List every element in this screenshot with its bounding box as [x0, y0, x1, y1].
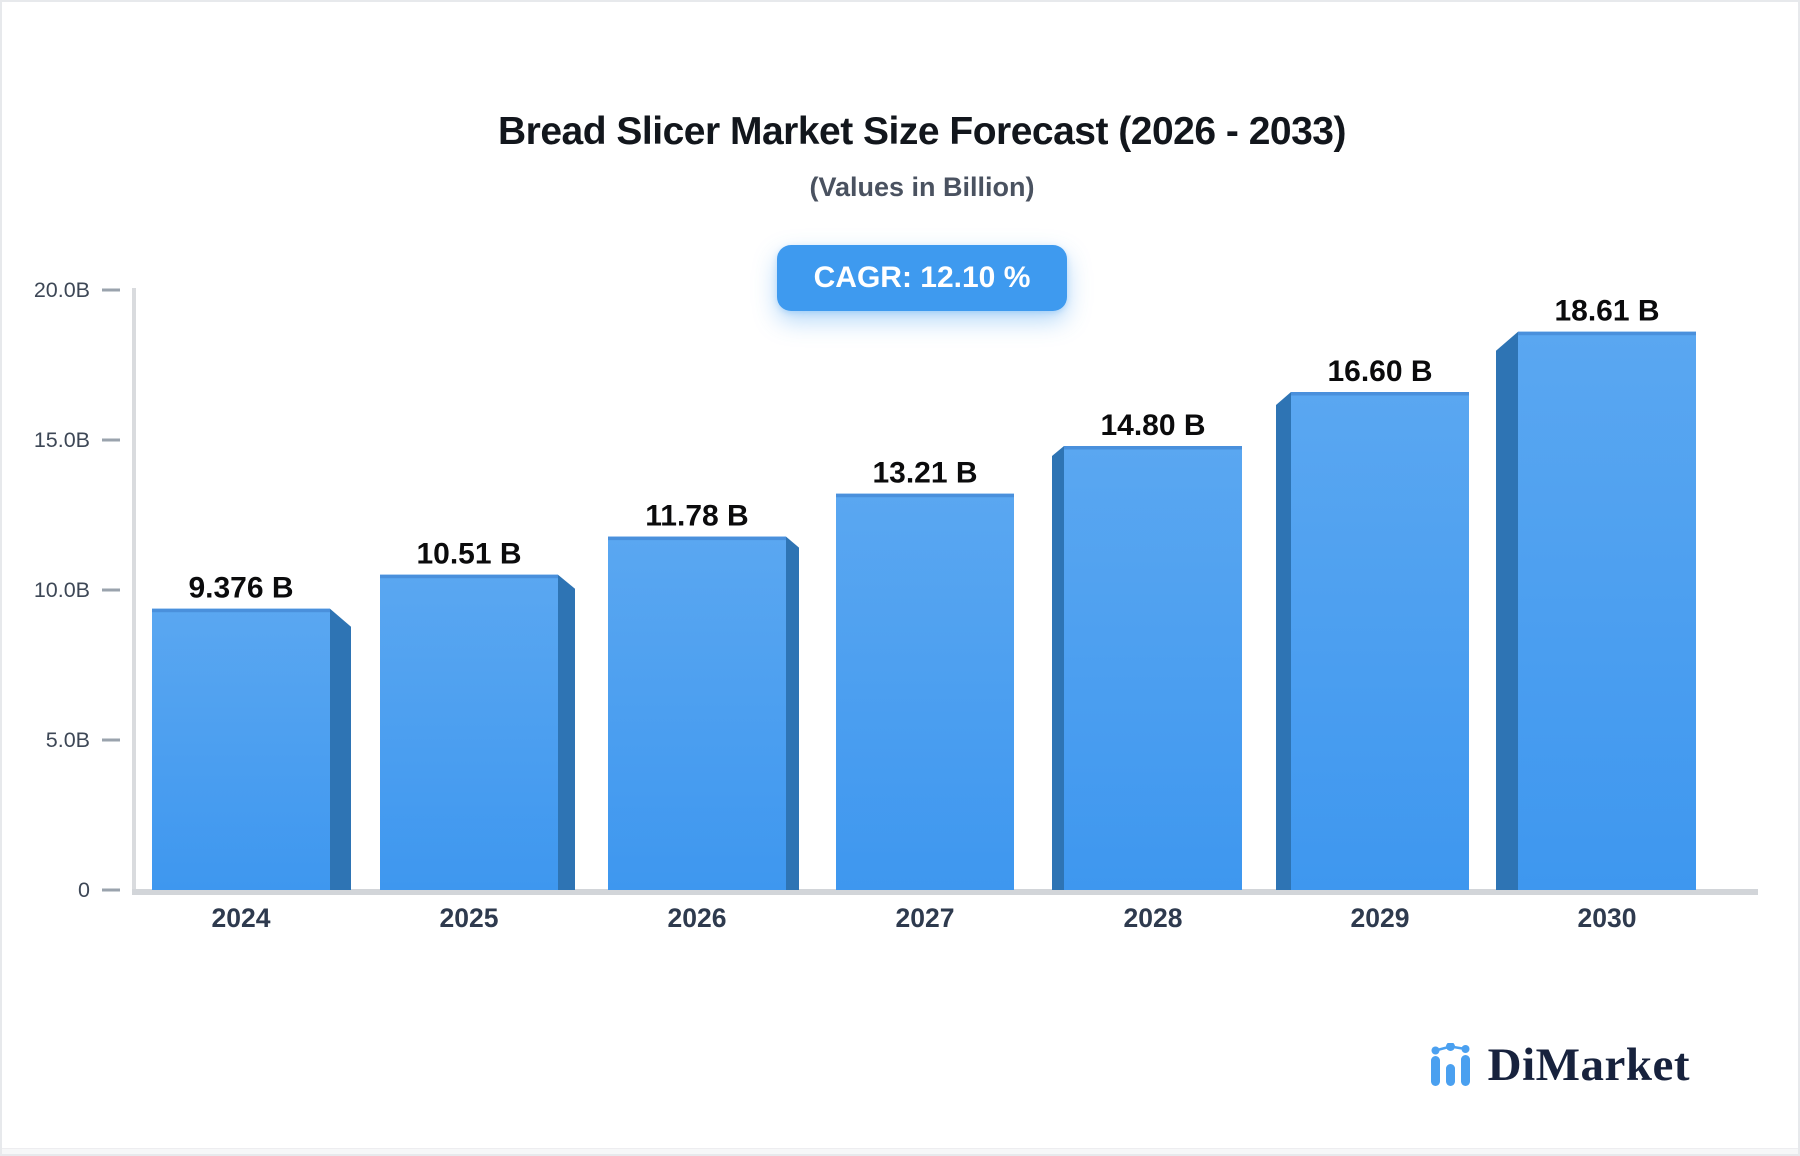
bar-value-label: 18.61 B: [1554, 295, 1659, 328]
bar-side-face: [1052, 446, 1064, 890]
bar-front-face: [1064, 446, 1242, 890]
bar-2024: 9.376 B 2024: [152, 572, 351, 933]
bar-front-face: [1518, 331, 1696, 890]
bar-top-edge: [836, 493, 1014, 498]
bar-top-edge: [1518, 331, 1696, 336]
bar-chart-logo-icon: [1430, 1042, 1470, 1086]
bar-value-label: 10.51 B: [416, 538, 521, 571]
bar-side-face: [786, 536, 799, 890]
bar-top-edge: [608, 536, 786, 541]
bar-2026: 11.78 B 2026: [608, 500, 799, 933]
bar-side-face: [330, 608, 351, 890]
y-axis-line: [132, 288, 136, 895]
x-axis-year-label: 2029: [1351, 903, 1410, 933]
logo-bar: [1430, 1055, 1440, 1086]
bar-side-face: [1496, 331, 1518, 890]
bar-top-edge: [380, 574, 558, 579]
x-axis-baseline: [132, 889, 1758, 895]
x-axis-year-label: 2025: [440, 903, 499, 933]
logo-bar: [1445, 1063, 1455, 1086]
y-tick-dash: [102, 288, 120, 292]
y-tick-label: 10.0B: [34, 578, 90, 602]
logo-bar: [1460, 1054, 1470, 1086]
y-tick-dash: [102, 438, 120, 442]
bar-front-face: [1291, 392, 1469, 890]
bar-2028: 14.80 B 2028: [1052, 409, 1242, 933]
chart-title: Bread Slicer Market Size Forecast (2026 …: [498, 110, 1346, 153]
chart-subtitle: (Values in Billion): [809, 172, 1035, 202]
bar-front-face: [608, 536, 786, 890]
bar-side-face: [1276, 392, 1291, 890]
cagr-badge-row: CAGR: 12.10 %: [46, 245, 1798, 311]
bar-value-label: 16.60 B: [1327, 355, 1432, 388]
y-tick-label: 15.0B: [34, 428, 90, 452]
bar-value-label: 9.376 B: [188, 572, 293, 605]
brand-logo-text: DiMarket: [1487, 1039, 1690, 1091]
bar-2029: 16.60 B 2029: [1276, 355, 1469, 933]
x-axis-year-label: 2027: [896, 903, 955, 933]
x-axis-year-label: 2028: [1124, 903, 1183, 933]
bar-2027: 13.21 B 2027: [836, 457, 1014, 933]
y-tick-dash: [102, 588, 120, 592]
y-tick-label: 20.0B: [34, 278, 90, 302]
logo-dot: [1431, 1046, 1440, 1054]
y-tick-dash: [102, 888, 120, 892]
x-axis-year-label: 2030: [1578, 903, 1637, 933]
x-axis-year-label: 2024: [212, 903, 271, 933]
bar-value-label: 11.78 B: [645, 500, 748, 533]
bar-side-face: [558, 574, 575, 890]
bar-front-face: [836, 493, 1014, 890]
bar-top-edge: [1064, 446, 1242, 450]
axes: 20.0B 15.0B 10.0B 5.0B 0: [34, 278, 1758, 902]
logo-dot: [1461, 1044, 1470, 1053]
x-axis-year-label: 2026: [668, 903, 727, 933]
y-tick-dash: [102, 738, 120, 742]
bar-2030: 18.61 B 2030: [1496, 295, 1696, 933]
bar-top-edge: [152, 608, 330, 613]
cagr-badge: CAGR: 12.10 %: [776, 245, 1068, 311]
brand-logo: DiMarket: [1429, 1042, 1690, 1089]
y-tick-label: 0: [78, 878, 90, 902]
bar-2025: 10.51 B 2025: [380, 538, 575, 933]
bar-front-face: [152, 608, 330, 890]
bar-value-label: 13.21 B: [872, 457, 977, 490]
bar-top-edge: [1291, 392, 1469, 396]
bar-value-label: 14.80 B: [1100, 409, 1205, 442]
bar-front-face: [380, 574, 558, 890]
logo-dot: [1445, 1042, 1455, 1051]
y-tick-label: 5.0B: [46, 728, 90, 752]
chart-header: Bread Slicer Market Size Forecast (2026 …: [46, 2, 1798, 311]
